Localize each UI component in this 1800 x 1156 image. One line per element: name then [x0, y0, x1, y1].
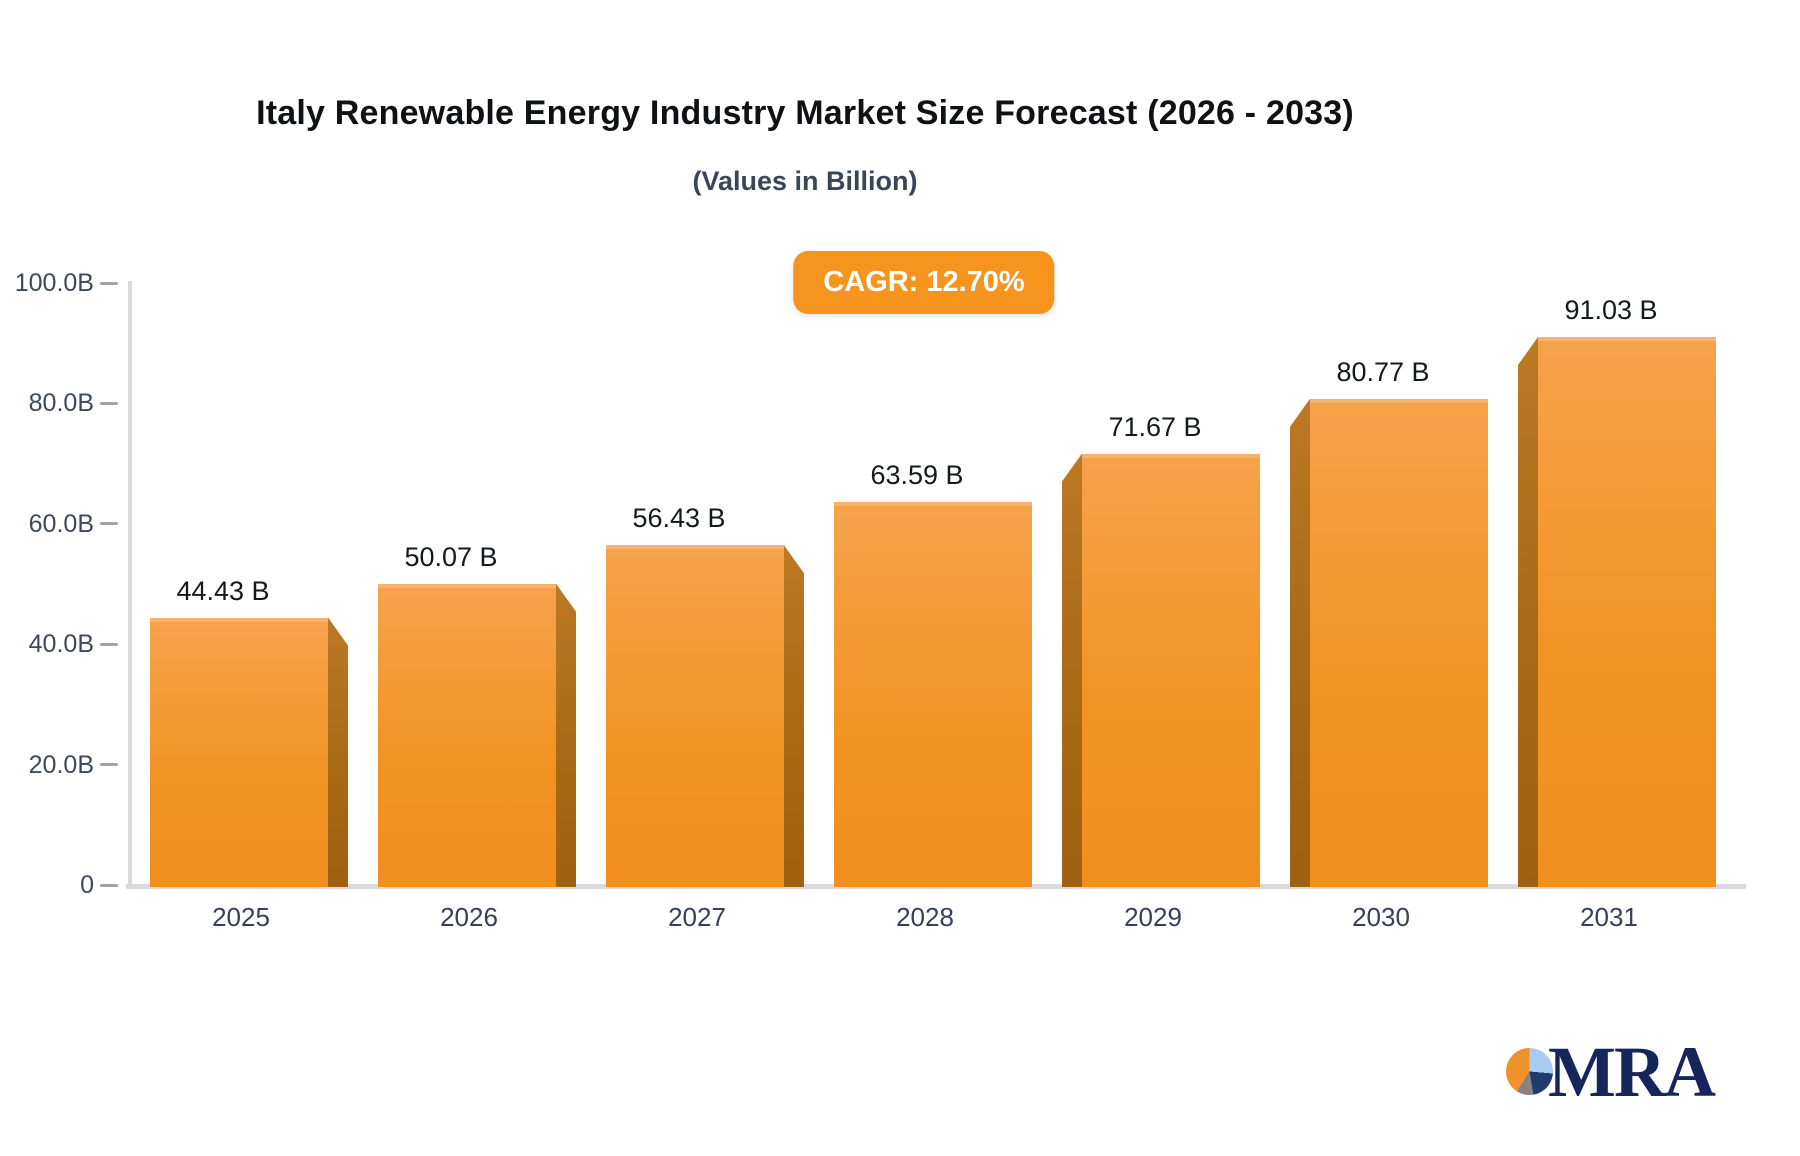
bar-2026 — [378, 583, 576, 887]
bar-value-label: 44.43 B — [176, 575, 270, 606]
bar-side-face — [328, 617, 348, 887]
bar-value-label: 91.03 B — [1564, 294, 1658, 325]
y-tick-label: 80.0B — [28, 389, 94, 418]
y-tick-dash — [100, 281, 118, 285]
bar-value-label: 63.59 B — [870, 460, 964, 491]
x-tick-label: 2031 — [1580, 902, 1638, 932]
bar-2031 — [1518, 336, 1716, 887]
x-tick-label: 2026 — [440, 902, 498, 932]
bar-body — [378, 583, 556, 887]
bar-side-face — [1062, 453, 1082, 887]
y-tick-label: 20.0B — [28, 750, 94, 779]
y-tick-label: 100.0B — [14, 269, 94, 297]
bar-body — [834, 502, 1032, 887]
bar-body — [150, 617, 328, 887]
bar-value-label: 50.07 B — [404, 541, 498, 572]
bar-2030 — [1290, 398, 1488, 887]
y-tick-label: 40.0B — [28, 630, 94, 659]
bar-body — [1082, 453, 1260, 887]
bar-side-face — [556, 583, 576, 887]
y-tick-dash — [100, 642, 118, 646]
pie-chart-logo-icon — [1506, 1048, 1553, 1095]
y-tick-dash — [100, 401, 118, 405]
x-tick-label: 2027 — [668, 902, 726, 932]
y-tick-dash — [100, 522, 118, 526]
bar-2025 — [150, 617, 348, 887]
bar-body — [1538, 336, 1716, 887]
cagr-badge: CAGR: 12.70% — [793, 251, 1055, 314]
bar-side-face — [1290, 398, 1310, 887]
y-tick-dash — [100, 883, 118, 887]
x-tick-label: 2028 — [896, 902, 954, 932]
y-axis-line — [128, 281, 132, 887]
bar-body — [1310, 398, 1488, 887]
bar-value-label: 71.67 B — [1108, 411, 1202, 442]
bar-side-face — [784, 545, 804, 887]
x-tick-label: 2030 — [1352, 902, 1410, 932]
x-tick-label: 2025 — [212, 902, 270, 932]
bar-value-label: 80.77 B — [1336, 356, 1430, 387]
bar-body — [606, 545, 784, 887]
bar-value-label: 56.43 B — [632, 503, 726, 534]
bar-2028 — [834, 502, 1032, 887]
y-tick-dash — [100, 763, 118, 767]
y-tick-label: 60.0B — [28, 509, 94, 538]
x-tick-label: 2029 — [1124, 902, 1182, 932]
chart-title: Italy Renewable Energy Industry Market S… — [256, 94, 1354, 132]
bar-side-face — [1518, 336, 1538, 887]
bar-2027 — [606, 545, 804, 887]
chart-subtitle: (Values in Billion) — [692, 166, 918, 196]
mra-logo: MRA — [1504, 1032, 1764, 1116]
mra-logo-text: MRA — [1548, 1032, 1716, 1112]
y-tick-label: 0 — [80, 871, 94, 899]
bar-2029 — [1062, 453, 1260, 887]
